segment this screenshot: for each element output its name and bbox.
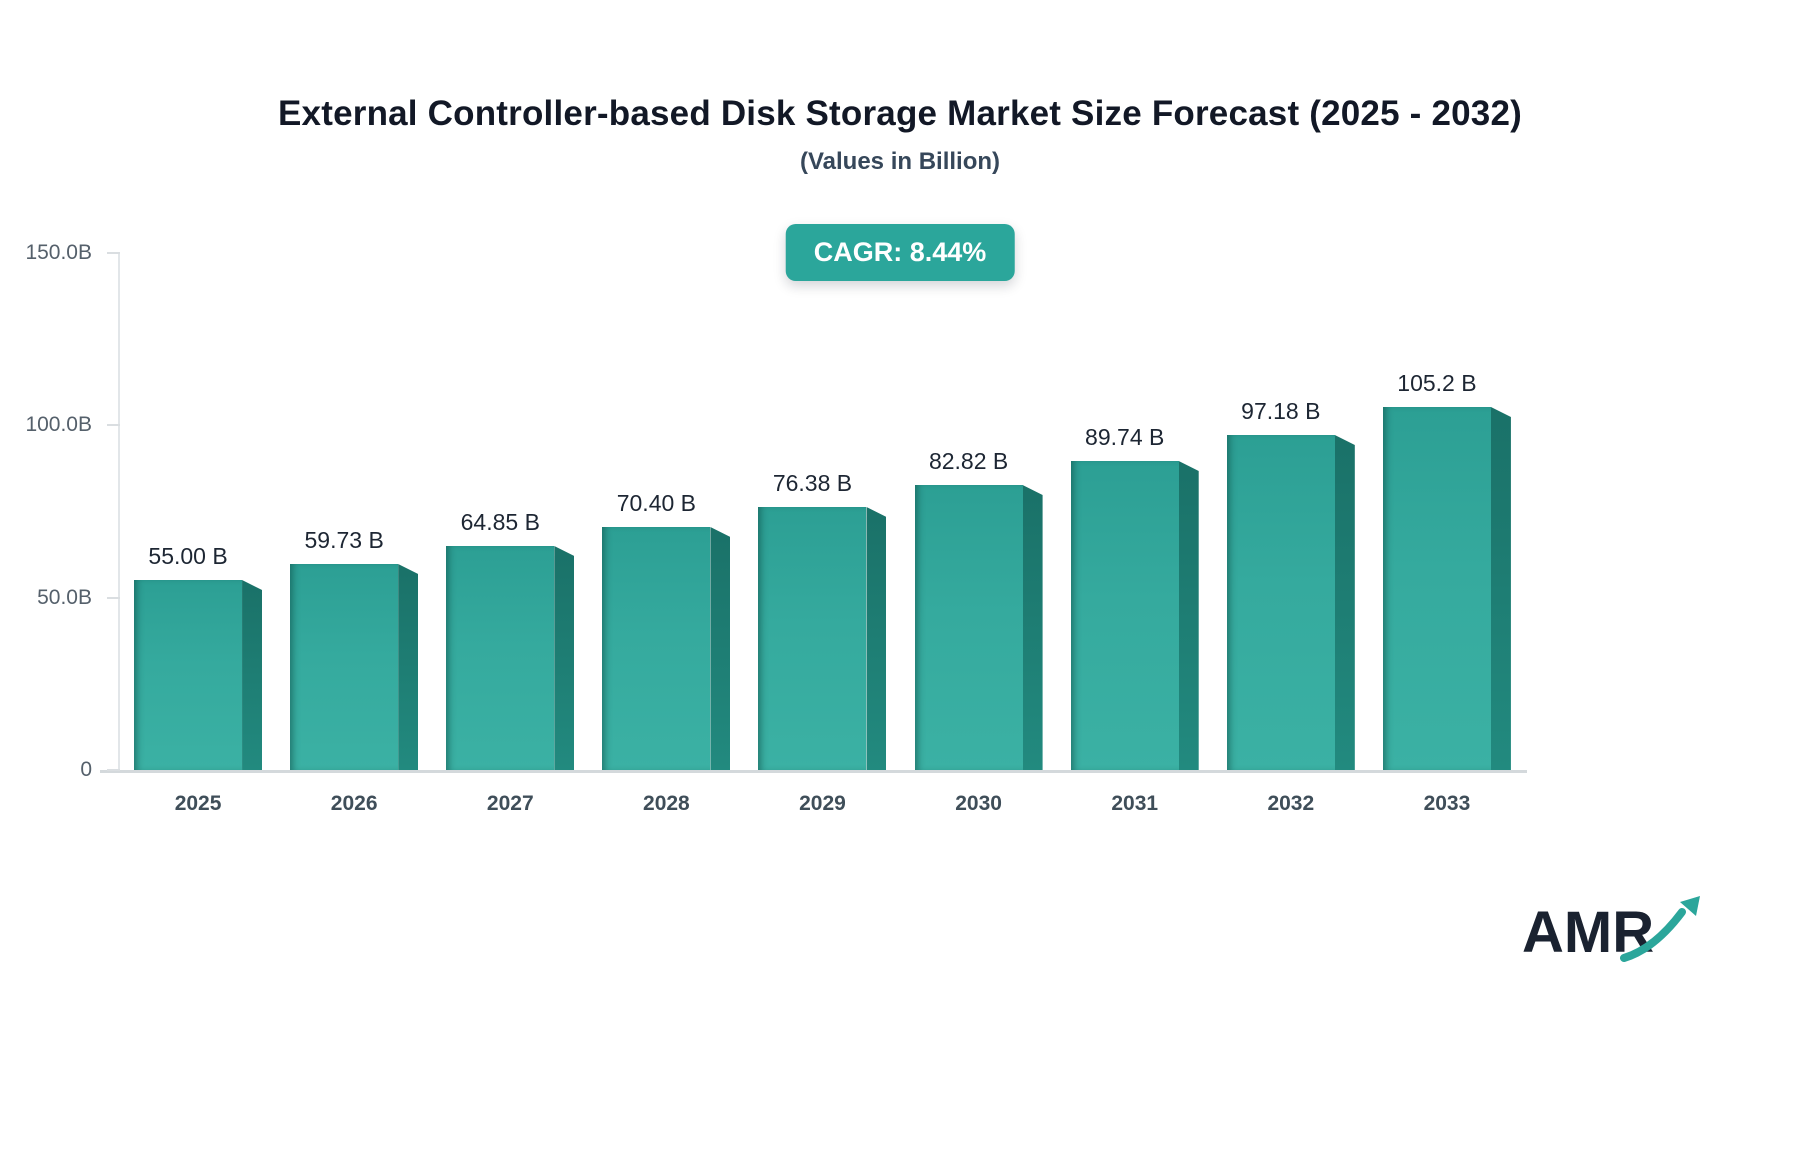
plot-area: 55.00 B 59.73 B 64.85 B 70.40 B 76.38 B 82.82… [120,253,1525,770]
bar [1382,407,1491,770]
x-axis-label: 2025 [174,792,222,815]
bar-chart: 55.00 B 59.73 B 64.85 B 70.40 B 76.38 B 82.82… [25,241,1527,815]
x-axis-label: 2032 [1267,792,1315,815]
bar-value-label: 70.40 B [616,490,697,516]
y-axis-tick-label: 0 [80,758,92,781]
bar [446,546,555,770]
bar [134,580,243,770]
y-axis-tick [107,596,120,599]
bar [1226,435,1335,770]
bar-value-label: 76.38 B [772,470,853,496]
x-axis-label: 2030 [955,792,1002,815]
bar-side-face [1178,461,1199,770]
growth-arrow-icon [1620,896,1700,962]
x-axis-label: 2027 [486,792,534,815]
bar-side-face [554,546,575,770]
bar-value-label: 89.74 B [1085,424,1165,450]
page-title: External Controller-based Disk Storage M… [278,94,1522,133]
bar-value-label: 55.00 B [148,543,228,569]
bar-side-face [710,527,731,770]
x-axis-label: 2029 [799,792,846,815]
bar [1070,461,1179,770]
y-axis-tick [107,424,120,427]
bar-side-face [1490,407,1511,770]
x-axis-label: 2033 [1423,792,1471,815]
y-axis-tick-label: 150.0B [25,241,92,264]
bar-slot: 105.2 B [1369,253,1525,770]
bar-slot: 59.73 B [276,253,432,770]
bar-side-face [866,507,887,770]
bar-value-label: 105.2 B [1397,370,1477,396]
bar-value-label: 97.18 B [1241,398,1321,424]
x-axis-line [100,770,1527,773]
bar-slot: 64.85 B [432,253,588,770]
y-axis-tick-label: 50.0B [37,585,92,609]
bar [914,485,1023,770]
x-axis-labels: 2025 2026 2027 2028 2029 2030 2031 2032 2033 [120,792,1525,816]
bar [602,527,711,770]
x-axis-label: 2031 [1111,792,1159,815]
amr-logo-graphic: AMR [1522,896,1700,965]
y-axis-tick [107,769,120,771]
bar-value-label: 59.73 B [304,527,384,553]
bar-side-face [398,564,419,770]
y-axis-tick-label: 100.0B [25,413,92,437]
x-axis-label: 2026 [330,792,378,815]
bar-slot: 89.74 B [1057,253,1213,770]
x-axis-label: 2028 [643,792,690,815]
amr-logo: AMR [1520,892,1732,968]
cagr-badge: CAGR: 8.44% [785,224,1015,281]
bar [758,507,867,770]
bar [290,564,399,770]
bar-value-label: 82.82 B [928,448,1009,474]
y-axis-tick [107,252,120,254]
bar-slot: 70.40 B [588,253,744,770]
bar-side-face [1022,485,1043,770]
bar-slot: 55.00 B [120,253,276,770]
bar-side-face [1334,435,1355,770]
chart-subtitle: (Values in Billion) [799,148,1001,175]
bar-slot: 82.82 B [901,253,1057,770]
bar-side-face [242,580,263,770]
bar-slot: 76.38 B [744,253,900,770]
bar-value-label: 64.85 B [460,509,540,535]
bar-slot: 97.18 B [1213,253,1369,770]
